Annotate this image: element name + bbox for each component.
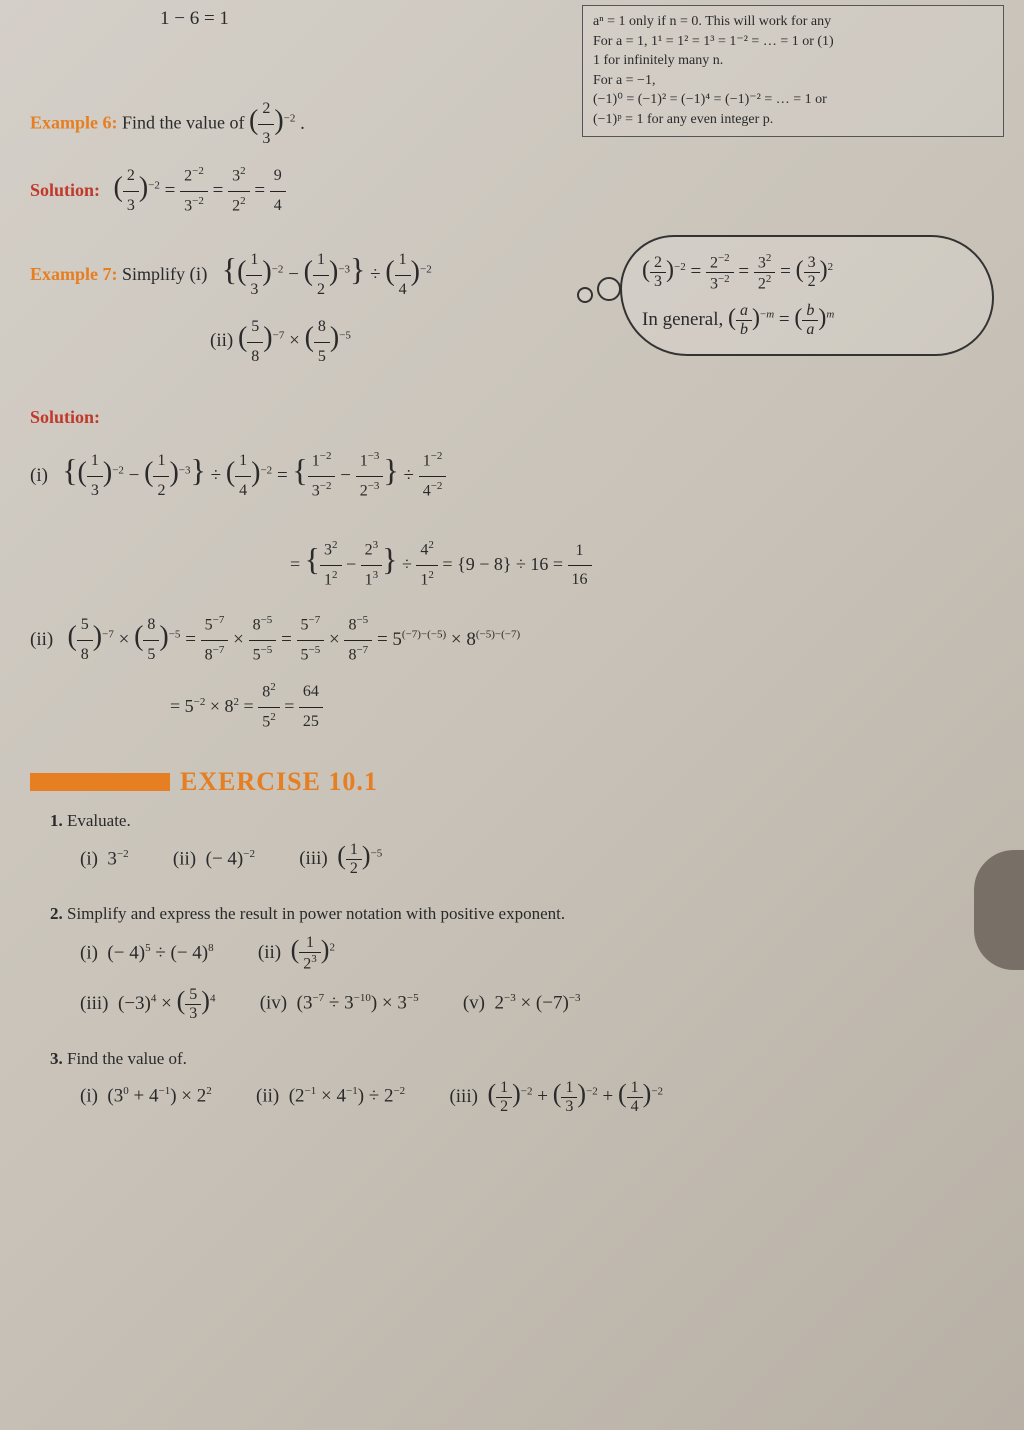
solution-label: Solution:: [30, 180, 100, 200]
question-1: 1. Evaluate.: [50, 811, 994, 831]
solution-7-ii-line1: (ii) (58)−7 × (85)−5 = 5−78−7 × 8−55−5 =…: [30, 611, 994, 670]
q3-i: (i) (30 + 4−1) × 22: [80, 1085, 212, 1107]
q2-parts: (i) (− 4)5 ÷ (− 4)8 (ii) (123)2 (iii) (−…: [80, 934, 994, 1034]
q1-parts: (i) 3−2 (ii) (− 4)−2 (iii) (12)−5: [80, 841, 994, 890]
page-side-decoration: [974, 850, 1024, 970]
q3-parts: (i) (30 + 4−1) × 22 (ii) (2−1 × 4−1) ÷ 2…: [80, 1079, 994, 1128]
cloud-line-2: In general, (ab)−m = (ba)m: [642, 302, 972, 339]
solution-7-i-line2: = {3212 − 2313} ÷ 4212 = {9 − 8} ÷ 16 = …: [290, 531, 994, 596]
top-equation: 1 − 6 = 1: [160, 8, 229, 30]
q3-iii: (iii) (12)−2 + (13)−2 + (14)−2: [449, 1079, 663, 1116]
exercise-header: EXERCISE 10.1: [30, 767, 994, 797]
example-text: Find the value of: [122, 113, 244, 133]
exercise-title: EXERCISE 10.1: [180, 767, 378, 797]
cloud-line-1: (23)−2 = 2−23−2 = 3222 = (32)2: [642, 252, 972, 294]
q2-iv: (iv) (3−7 ÷ 3−10) × 3−5: [260, 992, 419, 1014]
q-num: 3.: [50, 1049, 63, 1068]
q-text: Evaluate.: [67, 811, 131, 830]
q-text: Simplify and express the result in power…: [67, 904, 565, 923]
solution-6: Solution: (23)−2 = 2−23−2 = 3222 = 94: [30, 162, 994, 221]
q-num: 1.: [50, 811, 63, 830]
q2-iii: (iii) (−3)4 × (53)4: [80, 986, 215, 1023]
note-line: For a = −1,: [593, 71, 993, 91]
q1-ii: (ii) (− 4)−2: [173, 848, 255, 870]
q1-i: (i) 3−2: [80, 848, 129, 870]
note-line: For a = 1, 1¹ = 1² = 1³ = 1⁻² = … = 1 or…: [593, 32, 993, 52]
example-text: Simplify: [122, 264, 185, 284]
thought-cloud: (23)−2 = 2−23−2 = 3222 = (32)2 In genera…: [620, 235, 994, 356]
solution-7-ii-line2: = 5−2 × 82 = 8252 = 6425: [170, 678, 994, 737]
question-2: 2. Simplify and express the result in po…: [50, 904, 994, 924]
q2-ii: (ii) (123)2: [258, 934, 335, 973]
q3-ii: (ii) (2−1 × 4−1) ÷ 2−2: [256, 1085, 405, 1107]
solution-expr: (23)−2 = 2−23−2 = 3222 = 94: [114, 180, 286, 201]
q-num: 2.: [50, 904, 63, 923]
note-line: aⁿ = 1 only if n = 0. This will work for…: [593, 12, 993, 32]
side-note-box: aⁿ = 1 only if n = 0. This will work for…: [582, 5, 1004, 137]
solution-label-7: Solution:: [30, 401, 994, 433]
q1-iii: (iii) (12)−5: [299, 841, 382, 878]
note-line: (−1)ᵖ = 1 for any even integer p.: [593, 110, 993, 130]
example-label: Example 6:: [30, 113, 118, 133]
question-3: 3. Find the value of.: [50, 1049, 994, 1069]
q2-i: (i) (− 4)5 ÷ (− 4)8: [80, 942, 214, 964]
note-line: (−1)⁰ = (−1)² = (−1)⁴ = (−1)⁻² = … = 1 o…: [593, 90, 993, 110]
example-7-i: (i) {(13)−2 − (12)−3} ÷ (14)−2: [190, 264, 432, 285]
q-text: Find the value of.: [67, 1049, 187, 1068]
q2-v: (v) 2−3 × (−7)−3: [463, 992, 581, 1014]
note-line: 1 for infinitely many n.: [593, 51, 993, 71]
solution-7-i-line1: (i) {(13)−2 − (12)−3} ÷ (14)−2 = {1−23−2…: [30, 442, 994, 506]
example-label: Example 7:: [30, 264, 118, 284]
exercise-bar: [30, 773, 170, 791]
